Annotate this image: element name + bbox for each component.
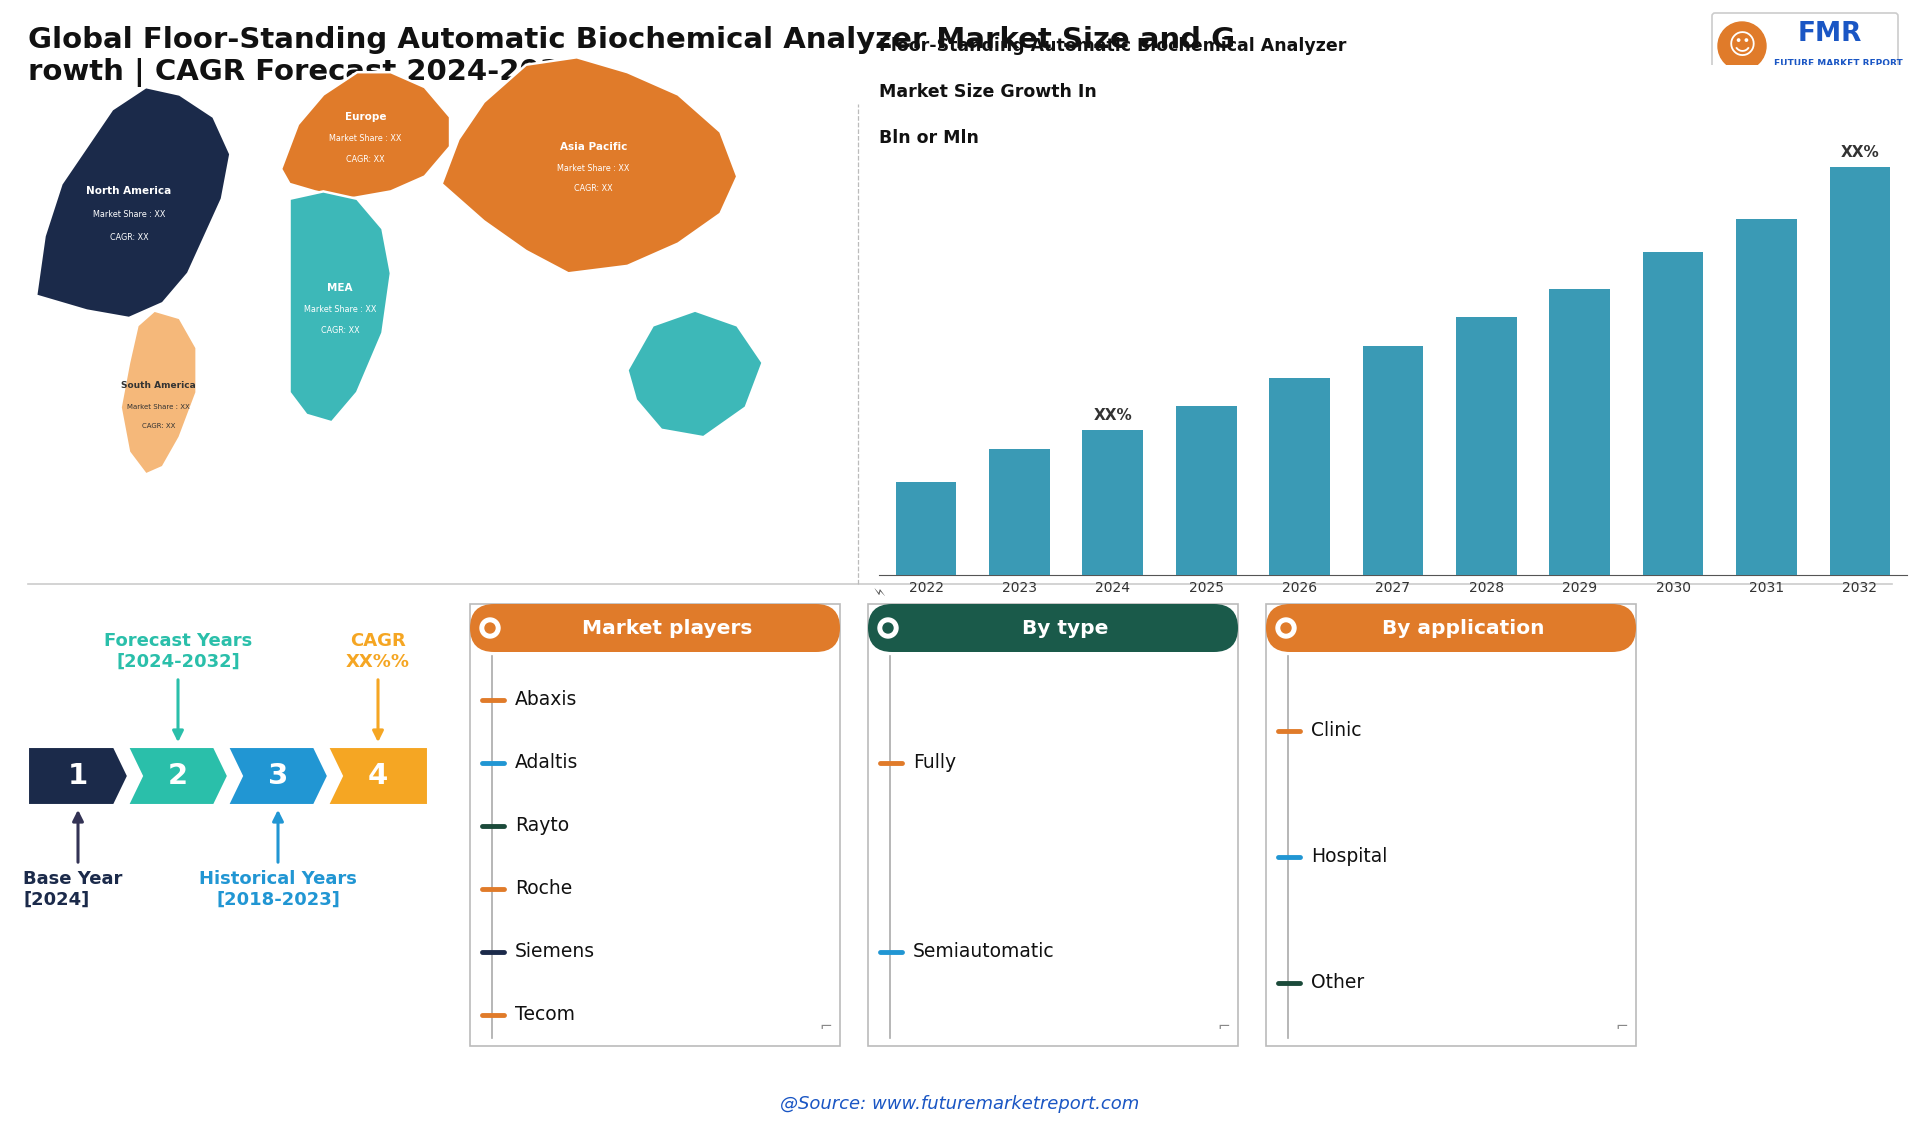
Text: Market players: Market players <box>582 619 753 637</box>
Text: ☺: ☺ <box>1728 32 1757 60</box>
Text: 4: 4 <box>369 762 388 790</box>
Text: South America: South America <box>121 380 196 390</box>
Text: ⌐: ⌐ <box>820 1019 831 1034</box>
Text: Semiautomatic: Semiautomatic <box>914 942 1054 961</box>
Text: ⚡: ⚡ <box>874 586 889 595</box>
Circle shape <box>1277 618 1296 638</box>
Text: Bln or Mln: Bln or Mln <box>879 128 979 147</box>
Text: 2: 2 <box>167 762 188 790</box>
Text: Fully: Fully <box>914 753 956 772</box>
Text: Roche: Roche <box>515 879 572 898</box>
FancyBboxPatch shape <box>1265 604 1636 1046</box>
Text: Market Share : XX: Market Share : XX <box>92 211 165 219</box>
Circle shape <box>480 618 499 638</box>
FancyBboxPatch shape <box>470 604 841 1046</box>
Text: Global Floor-Standing Automatic Biochemical Analyzer Market Size and G: Global Floor-Standing Automatic Biochemi… <box>29 26 1235 54</box>
Polygon shape <box>290 191 392 422</box>
Text: North America: North America <box>86 187 171 196</box>
Text: Other: Other <box>1311 973 1365 992</box>
Text: Forecast Years
[2024-2032]: Forecast Years [2024-2032] <box>104 633 252 672</box>
Text: FMR: FMR <box>1797 21 1862 47</box>
Circle shape <box>877 618 899 638</box>
Polygon shape <box>129 747 228 804</box>
Text: Europe: Europe <box>346 112 386 121</box>
Text: CAGR: XX: CAGR: XX <box>346 155 384 164</box>
Bar <box>989 449 1050 575</box>
Text: Market Share : XX: Market Share : XX <box>330 134 401 143</box>
Bar <box>1830 167 1889 575</box>
Bar <box>1549 289 1611 575</box>
Text: By type: By type <box>1021 619 1108 637</box>
Bar <box>1736 219 1797 575</box>
Text: CAGR: XX: CAGR: XX <box>321 325 359 335</box>
FancyBboxPatch shape <box>1265 604 1636 652</box>
Polygon shape <box>442 57 737 274</box>
Polygon shape <box>228 747 328 804</box>
Bar <box>1175 407 1236 575</box>
Polygon shape <box>628 311 762 438</box>
Text: MEA: MEA <box>328 283 353 293</box>
Polygon shape <box>29 747 129 804</box>
Text: Asia Pacific: Asia Pacific <box>561 142 628 151</box>
Text: Hospital: Hospital <box>1311 848 1388 866</box>
Text: Market Share : XX: Market Share : XX <box>557 164 630 173</box>
Circle shape <box>883 623 893 633</box>
FancyBboxPatch shape <box>868 604 1238 1046</box>
Bar <box>1363 345 1423 575</box>
Bar <box>1269 378 1331 575</box>
Text: Rayto: Rayto <box>515 816 568 835</box>
Text: Market Share : XX: Market Share : XX <box>127 403 190 410</box>
Text: CAGR
XX%%: CAGR XX%% <box>346 633 411 672</box>
Circle shape <box>1718 22 1766 70</box>
FancyBboxPatch shape <box>1713 13 1899 101</box>
Polygon shape <box>328 747 428 804</box>
Text: Siemens: Siemens <box>515 942 595 961</box>
Bar <box>897 481 956 575</box>
FancyBboxPatch shape <box>470 604 841 652</box>
Text: Tecom: Tecom <box>515 1005 574 1025</box>
Text: ⌐: ⌐ <box>1217 1019 1231 1034</box>
Circle shape <box>1281 623 1290 633</box>
Polygon shape <box>36 87 230 317</box>
Text: 3: 3 <box>267 762 288 790</box>
Text: 1: 1 <box>67 762 88 790</box>
Circle shape <box>486 623 495 633</box>
Text: CAGR: XX: CAGR: XX <box>109 233 148 242</box>
Text: By application: By application <box>1382 619 1544 637</box>
Text: Base Year
[2024]: Base Year [2024] <box>23 870 123 909</box>
Text: Adaltis: Adaltis <box>515 753 578 772</box>
Polygon shape <box>121 311 196 474</box>
Text: Market Share : XX: Market Share : XX <box>303 305 376 314</box>
Text: FUTURE MARKET REPORT: FUTURE MARKET REPORT <box>1774 60 1903 69</box>
Text: Market Size Growth In: Market Size Growth In <box>879 83 1096 101</box>
Polygon shape <box>280 72 449 199</box>
Text: XX%: XX% <box>1841 146 1880 160</box>
Text: CAGR: XX: CAGR: XX <box>142 423 175 430</box>
Text: Floor-Standing Automatic Biochemical Analyzer: Floor-Standing Automatic Biochemical Ana… <box>879 37 1346 55</box>
Text: Abaxis: Abaxis <box>515 690 578 709</box>
Bar <box>1455 317 1517 575</box>
Text: rowth | CAGR Forecast 2024-2032: rowth | CAGR Forecast 2024-2032 <box>29 58 580 87</box>
FancyBboxPatch shape <box>868 604 1238 652</box>
Text: XX%: XX% <box>1092 408 1133 423</box>
Text: @Source: www.futuremarketreport.com: @Source: www.futuremarketreport.com <box>780 1094 1140 1113</box>
Text: Clinic: Clinic <box>1311 722 1361 740</box>
Bar <box>1644 252 1703 575</box>
Text: Historical Years
[2018-2023]: Historical Years [2018-2023] <box>200 870 357 909</box>
Text: ⌐: ⌐ <box>1615 1019 1628 1034</box>
Bar <box>1083 430 1142 575</box>
Text: CAGR: XX: CAGR: XX <box>574 185 612 194</box>
